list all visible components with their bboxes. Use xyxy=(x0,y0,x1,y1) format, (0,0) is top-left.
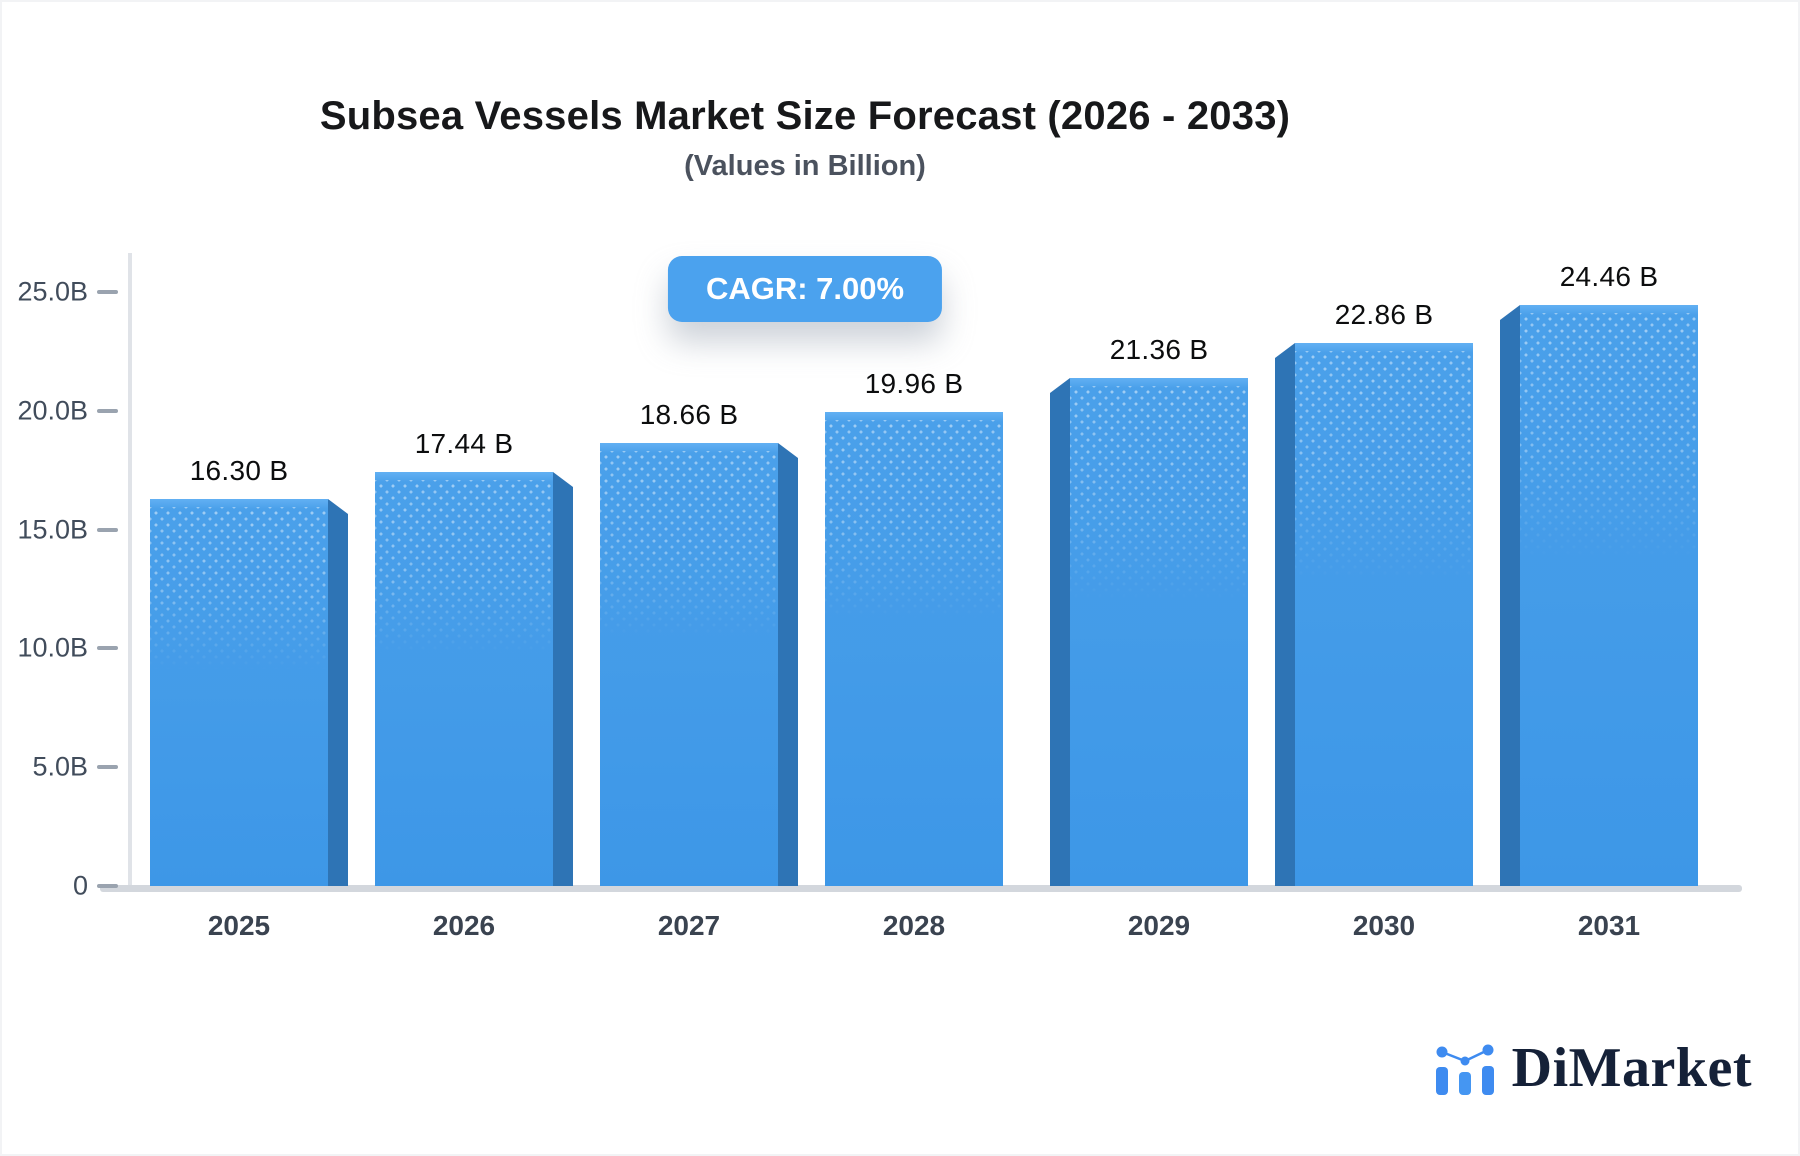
brand-logo-text: DiMarket xyxy=(1511,1037,1752,1099)
x-axis-baseline xyxy=(100,885,1742,892)
bar-2027 xyxy=(600,443,778,886)
x-axis-label-2028: 2028 xyxy=(882,910,946,941)
bar-2030 xyxy=(1295,343,1473,886)
bar-side-face xyxy=(1500,305,1520,886)
y-axis-tick xyxy=(97,408,118,413)
bar-texture xyxy=(825,420,1003,620)
bar-texture xyxy=(150,507,328,670)
y-axis-label: 15.0B xyxy=(17,514,88,545)
bar-side-face xyxy=(778,443,798,886)
x-axis-label-2026: 2026 xyxy=(432,910,496,941)
bar-side-face xyxy=(1050,378,1070,886)
bar-2025 xyxy=(150,499,328,886)
bar-texture xyxy=(1520,313,1698,558)
y-axis-label: 0 xyxy=(72,870,88,901)
y-axis-label: 10.0B xyxy=(17,632,88,663)
bar-texture xyxy=(1295,351,1473,580)
bar-value-label: 19.96 B xyxy=(864,368,964,399)
bar-side-face xyxy=(1275,343,1295,886)
bar-2029 xyxy=(1070,378,1248,886)
x-axis-label-2027: 2027 xyxy=(657,910,721,941)
bar-value-label: 17.44 B xyxy=(414,428,514,459)
bar-chart-logo-icon xyxy=(1435,1044,1494,1095)
y-axis-tick xyxy=(97,290,118,294)
bar-side-face xyxy=(328,499,348,886)
y-axis-tick xyxy=(97,527,118,532)
y-axis-tick xyxy=(97,884,118,888)
chart-subtitle: (Values in Billion) xyxy=(684,150,926,182)
bar-2028 xyxy=(825,412,1003,886)
x-axis-label-2031: 2031 xyxy=(1577,910,1641,941)
bar-value-label: 22.86 B xyxy=(1334,299,1434,330)
y-axis-label: 25.0B xyxy=(17,276,88,307)
bar-2031 xyxy=(1520,305,1698,886)
bar-value-label: 24.46 B xyxy=(1559,261,1659,292)
bar-2026 xyxy=(375,472,553,886)
y-axis-label: 5.0B xyxy=(32,751,88,782)
x-axis-label-2030: 2030 xyxy=(1352,910,1416,941)
y-axis-label: 20.0B xyxy=(17,395,88,426)
bar-value-label: 18.66 B xyxy=(639,399,739,430)
bar-value-label: 21.36 B xyxy=(1109,334,1209,365)
bar-side-face xyxy=(553,472,573,886)
cagr-badge: CAGR: 7.00% xyxy=(667,256,943,322)
y-axis-tick xyxy=(97,646,118,651)
y-axis-line xyxy=(128,253,132,890)
bar-value-label: 16.30 B xyxy=(189,455,289,486)
bar-texture xyxy=(600,451,778,638)
bar-texture xyxy=(1070,386,1248,600)
y-axis-tick xyxy=(97,765,118,770)
brand-logo: DiMarket xyxy=(1432,1036,1752,1100)
bar-texture xyxy=(375,480,553,654)
x-axis-label-2029: 2029 xyxy=(1127,910,1191,941)
x-axis-label-2025: 2025 xyxy=(207,910,271,941)
chart-title: Subsea Vessels Market Size Forecast (202… xyxy=(319,94,1291,138)
